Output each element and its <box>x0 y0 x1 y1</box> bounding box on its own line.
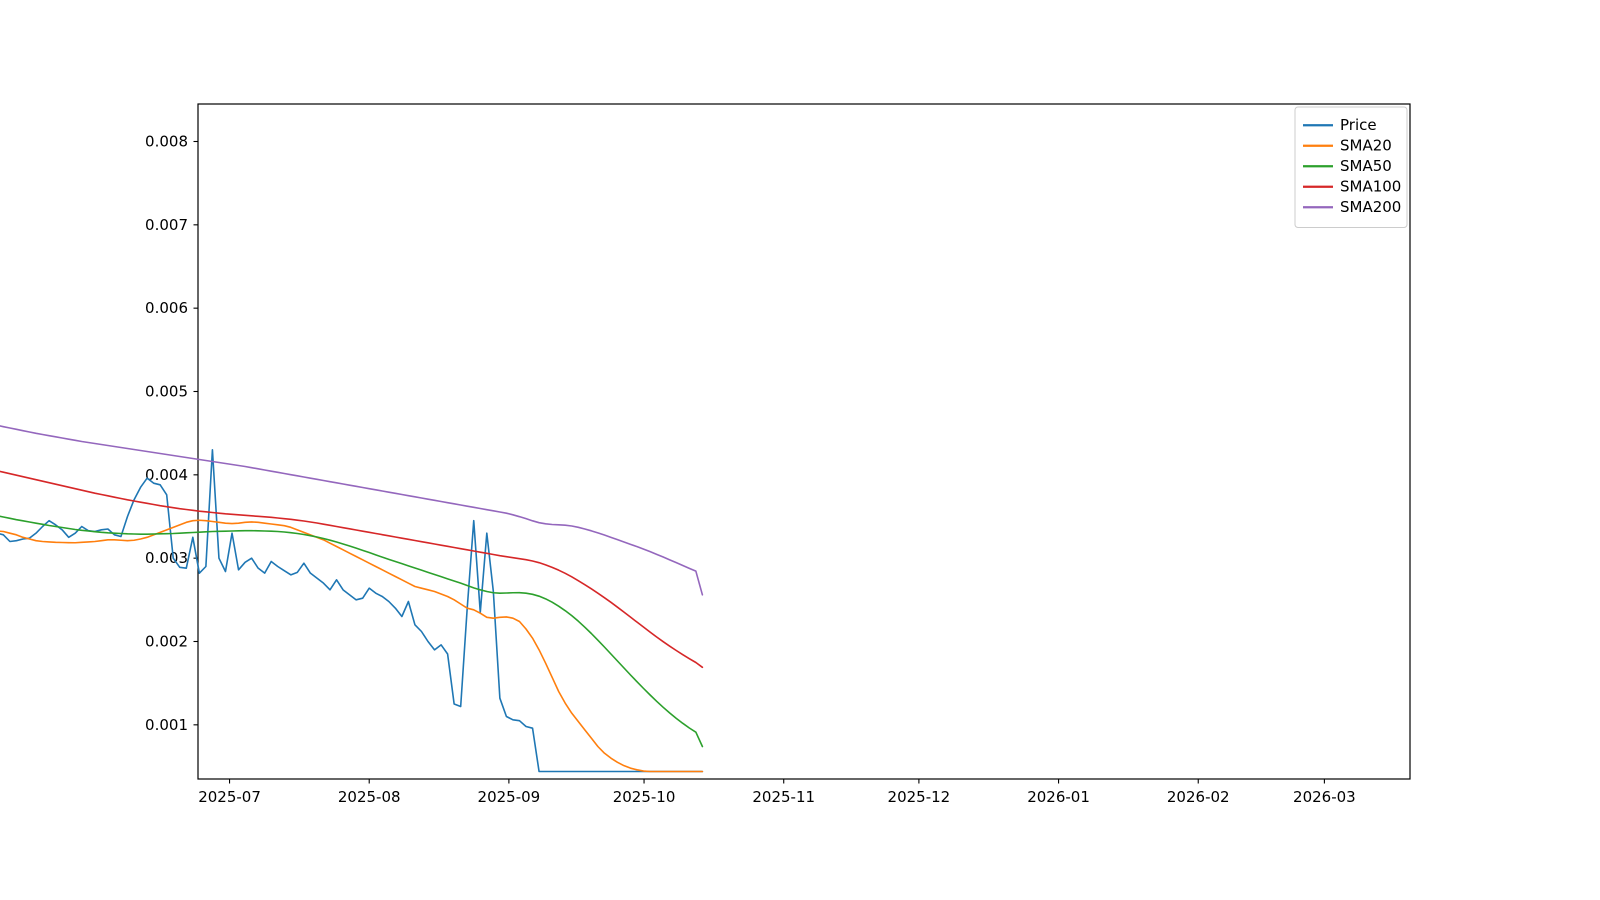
x-tick-label: 2025-12 <box>888 788 951 806</box>
y-tick-label: 0.001 <box>145 716 188 734</box>
legend-box <box>1294 106 1408 228</box>
legend-label-sma200: SMA200 <box>1340 198 1401 216</box>
y-tick-label: 0.008 <box>145 133 188 151</box>
x-tick-label: 2025-09 <box>478 788 541 806</box>
series-line-sma200 <box>0 425 704 596</box>
y-tick-label: 0.003 <box>145 549 188 567</box>
series-line-sma50 <box>0 515 704 748</box>
x-tick-label: 2026-01 <box>1027 788 1090 806</box>
legend-label-sma100: SMA100 <box>1340 177 1401 195</box>
legend-label-sma20: SMA20 <box>1340 136 1392 154</box>
y-tick-label: 0.007 <box>145 216 188 234</box>
legend-label-sma50: SMA50 <box>1340 157 1392 175</box>
legend-label-price: Price <box>1340 116 1377 134</box>
axes-frame <box>197 103 1411 780</box>
y-tick-label: 0.006 <box>145 299 188 317</box>
y-tick-label: 0.004 <box>145 466 188 484</box>
x-tick-label: 2025-07 <box>198 788 261 806</box>
series-line-sma20 <box>0 519 704 773</box>
x-tick-label: 2025-11 <box>752 788 815 806</box>
x-tick-label: 2026-02 <box>1167 788 1230 806</box>
x-tick-label: 2026-03 <box>1293 788 1356 806</box>
x-tick-label: 2025-08 <box>338 788 401 806</box>
series-line-sma100 <box>0 470 704 669</box>
series-line-price <box>0 449 704 773</box>
y-tick-label: 0.002 <box>145 633 188 651</box>
x-tick-label: 2025-10 <box>613 788 676 806</box>
y-tick-label: 0.005 <box>145 383 188 401</box>
